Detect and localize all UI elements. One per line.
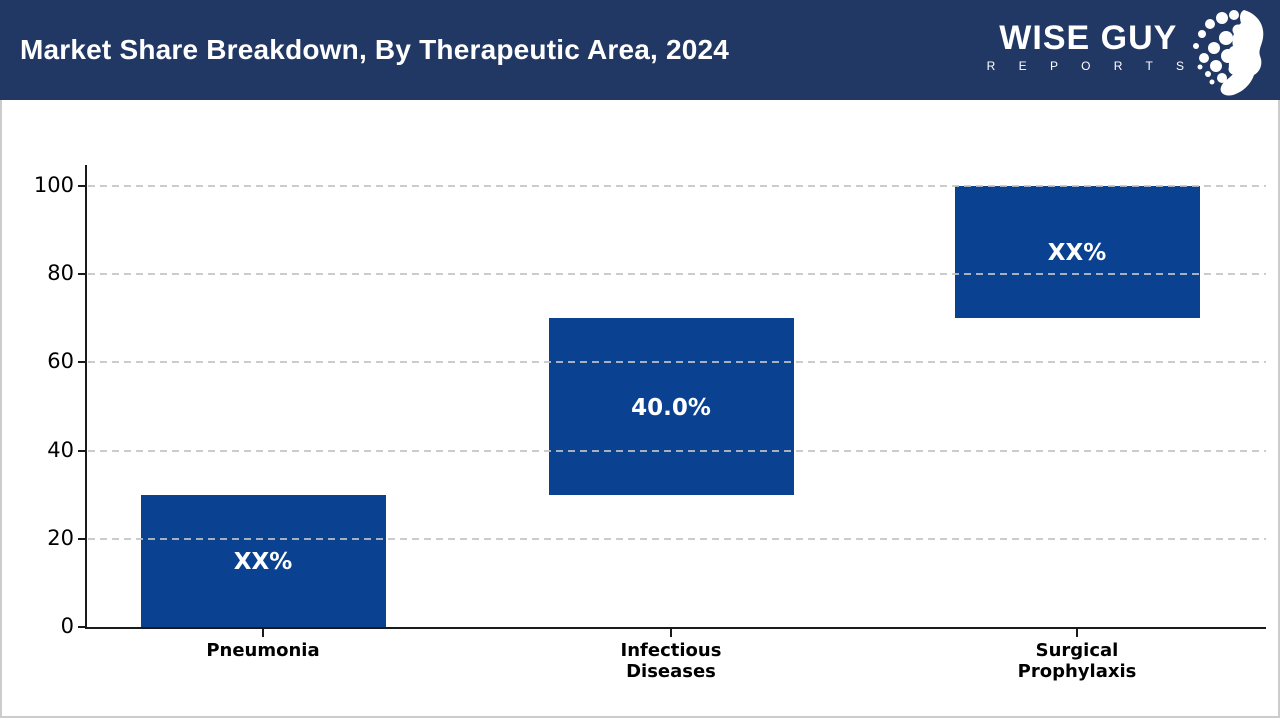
y-axis-tick-label: 20 <box>47 525 74 550</box>
y-axis-tick-label: 40 <box>47 437 74 462</box>
bar-chart-plot: 0 20 40 60 80 100 XX% Pneumonia 40.0% Infectious D… <box>0 100 1280 720</box>
y-axis-tick-mark <box>78 626 85 628</box>
logo-reports-label: R E P O R T S <box>986 59 1194 73</box>
gridline <box>88 361 1266 364</box>
wise-guy-logo-text: WISE GUY R E P O R T S <box>983 20 1194 73</box>
gridline <box>88 185 1266 187</box>
wise-guy-logo-face-icon <box>1193 10 1264 96</box>
y-axis-tick-mark <box>78 273 85 276</box>
header-bar: Market Share Breakdown, By Therapeutic A… <box>0 0 1280 100</box>
y-axis-tick-label: 100 <box>33 173 74 197</box>
x-axis-category-label: Surgical Prophylaxis <box>957 640 1197 682</box>
y-axis-line <box>85 165 87 629</box>
page-title: Market Share Breakdown, By Therapeutic A… <box>20 34 730 65</box>
x-axis-category-label-line: Prophylaxis <box>1017 661 1137 682</box>
x-axis-category-label-line: Infectious <box>620 640 722 661</box>
x-axis-tick-mark <box>1076 629 1078 637</box>
bar-value-label: XX% <box>233 548 293 575</box>
x-axis-tick-mark <box>670 629 672 637</box>
x-axis-line <box>85 627 1266 629</box>
bar-value-label: XX% <box>1047 240 1107 267</box>
logo-wise-guy-label: WISE GUY <box>999 19 1178 57</box>
wise-guy-logo: WISE GUY R E P O R T S <box>987 6 1264 96</box>
y-axis-tick-label: 80 <box>47 261 74 286</box>
gridline <box>88 449 1266 452</box>
bar-segment <box>140 494 386 627</box>
gridline <box>88 273 1266 276</box>
y-axis-tick-mark <box>78 361 85 364</box>
x-axis-category-label-line: Surgical <box>1035 640 1119 661</box>
x-axis-category-label-line: Diseases <box>626 661 716 682</box>
bar-segment <box>548 318 794 495</box>
y-axis-tick-mark <box>78 185 85 187</box>
x-axis-category-label-line: Pneumonia <box>206 640 320 661</box>
y-axis-tick-mark <box>78 449 85 452</box>
x-axis-category-label: Infectious Diseases <box>551 640 791 682</box>
x-axis-tick-mark <box>262 629 264 637</box>
x-axis-category-label: Pneumonia <box>143 640 383 661</box>
y-axis-tick-mark <box>78 537 85 540</box>
y-axis-tick-label: 0 <box>60 614 74 638</box>
gridline <box>88 537 1266 540</box>
bar-segment <box>954 186 1200 319</box>
y-axis-tick-label: 60 <box>47 349 74 374</box>
bar-value-label: 40.0% <box>631 394 711 421</box>
